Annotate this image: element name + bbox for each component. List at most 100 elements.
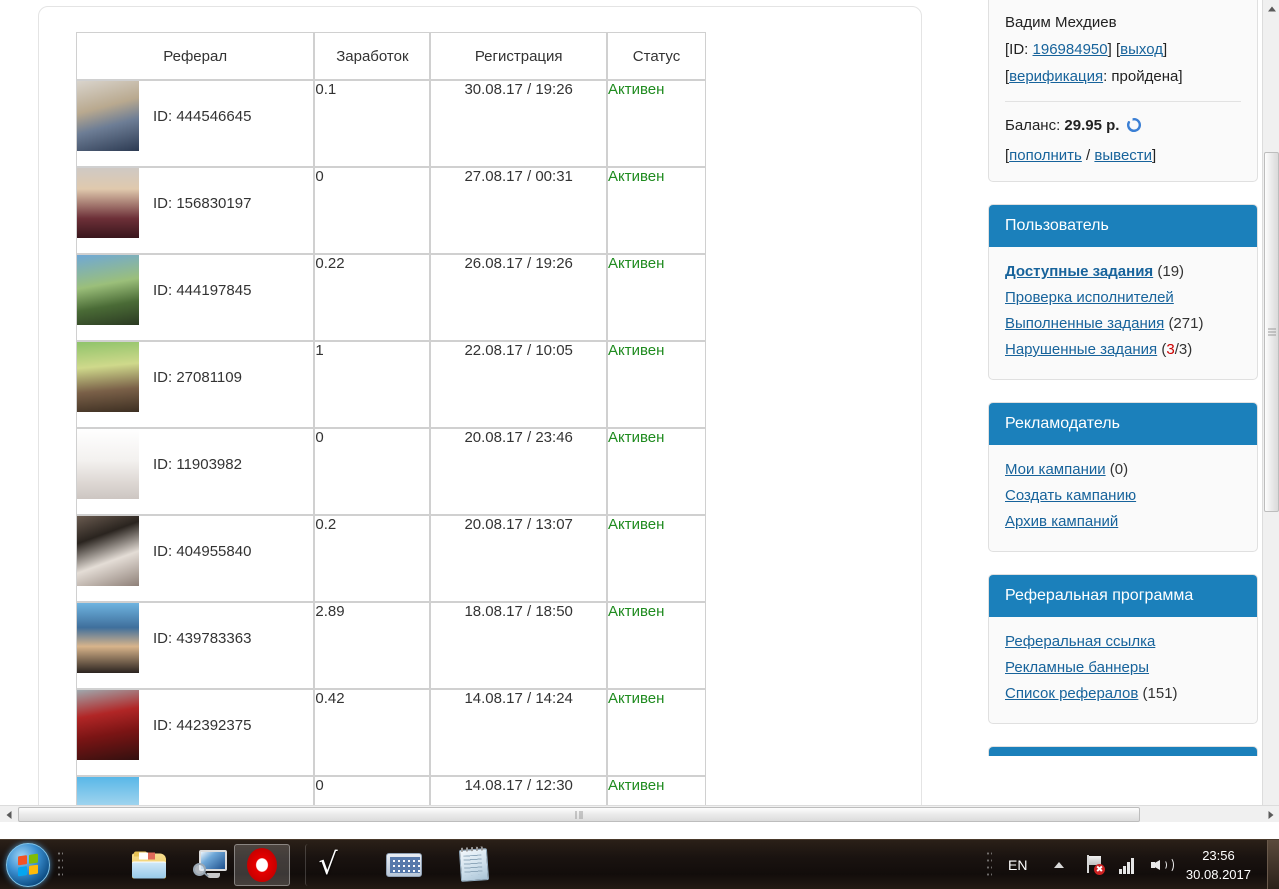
avatar [77,168,139,238]
table-row[interactable]: ID: 442392375 0.42 14.08.17 / 14:24 Активен [76,689,706,776]
horizontal-scrollbar-thumb[interactable] [18,807,1140,822]
panel-link-count: (271) [1168,315,1204,332]
clock[interactable]: 23:56 30.08.2017 [1186,846,1251,884]
page-horizontal-scrollbar[interactable] [0,805,1279,822]
panel-link[interactable]: Архив кампаний [1005,513,1119,530]
avatar [77,81,139,151]
referral-panel-items: Реферальная ссылка Рекламные баннеры Списо… [989,617,1257,723]
cell-registration: 26.08.17 / 19:26 [430,254,607,341]
referral-id: ID: 27081109 [153,368,242,386]
referral-id: ID: 404955840 [153,542,252,560]
cell-earnings: 0.42 [314,689,431,776]
panel-link-row: Рекламные баннеры [1005,655,1241,681]
panel-link-count: (3/3) [1161,341,1193,358]
table-row[interactable]: ID: 444546645 0.1 30.08.17 / 19:26 Активен [76,80,706,167]
panel-link-row: Нарушенные задания (3/3) [1005,337,1241,363]
balance-label: Баланс: [1005,117,1065,134]
column-header-registration[interactable]: Регистрация [430,32,607,80]
taskbar-explorer-button[interactable] [121,844,177,886]
scroll-right-arrow-icon[interactable] [1262,806,1279,822]
cell-referral[interactable]: ID: 11903982 [76,428,315,515]
table-row[interactable]: ID: 444197845 0.22 26.08.17 / 19:26 Активен [76,254,706,341]
panel-link[interactable]: Мои кампании [1005,461,1106,478]
panel-link[interactable]: Рекламные баннеры [1005,659,1150,676]
panel-link[interactable]: Нарушенные задания [1005,341,1158,358]
cell-referral[interactable]: ID: 444546645 [76,80,315,167]
deposit-close-bracket: ] [1152,147,1157,164]
tray-grip-handle[interactable] [986,850,992,880]
panel-link[interactable]: Создать кампанию [1005,487,1137,504]
cell-earnings: 1 [314,341,431,428]
language-indicator[interactable]: EN [1008,857,1028,873]
verification-link[interactable]: верификация [1009,68,1104,85]
cell-status: Активен [607,602,706,689]
taskbar-radical-button[interactable]: √ [305,844,361,886]
cell-registration: 20.08.17 / 23:46 [430,428,607,515]
cell-referral[interactable]: ID: 27081109 [76,341,315,428]
taskbar-notepad-button[interactable] [446,844,502,886]
verification-status: : пройдена] [1103,68,1183,85]
cell-referral[interactable]: ID: 442392375 [76,689,315,776]
advertiser-panel-title: Рекламодатель [989,403,1257,445]
table-row[interactable]: ID: 439783363 2.89 18.08.17 / 18:50 Активен [76,602,706,689]
panel-link[interactable]: Доступные задания [1005,263,1154,280]
deposit-link[interactable]: пополнить [1009,147,1082,164]
panel-link-row: Выполненные задания (271) [1005,311,1241,337]
table-row[interactable]: ID: 404955840 0.2 20.08.17 / 13:07 Активен [76,515,706,602]
taskbar-opera-button[interactable] [234,844,290,886]
panel-link[interactable]: Список рефералов [1005,685,1139,702]
cell-earnings: 0.22 [314,254,431,341]
account-id-prefix: [ID: [1005,41,1033,58]
start-button[interactable] [6,843,50,887]
cell-referral[interactable]: ID: 156830197 [76,167,315,254]
referral-panel-title: Реферальная программа [989,575,1257,617]
scroll-left-arrow-icon[interactable] [0,806,17,822]
taskbar-computer-button[interactable] [182,844,238,886]
cell-registration: 27.08.17 / 00:31 [430,167,607,254]
network-icon[interactable]: ✖ [1086,855,1106,875]
account-id-link[interactable]: 196984950 [1032,41,1108,58]
show-hidden-icons-chevron-icon[interactable] [1054,862,1064,868]
actions-separator: / [1081,147,1095,164]
table-row[interactable]: ID: 27081109 1 22.08.17 / 10:05 Активен [76,341,706,428]
account-panel: Вадим Мехдиев [ID: 196984950] [выход] [в… [988,0,1258,182]
page-vertical-scrollbar[interactable] [1262,0,1279,822]
logout-link[interactable]: выход [1120,41,1163,58]
table-row[interactable]: ID: 11903982 0 20.08.17 / 23:46 Активен [76,428,706,515]
cell-referral[interactable]: ID: 439783363 [76,602,315,689]
withdraw-link[interactable]: вывести [1094,147,1153,164]
column-header-earnings[interactable]: Заработок [314,32,431,80]
table-row[interactable]: ID: 156830197 0 27.08.17 / 00:31 Активен [76,167,706,254]
panel-link-row: Создать кампанию [1005,483,1241,509]
refresh-balance-icon[interactable] [1126,115,1142,142]
column-header-referral[interactable]: Реферал [76,32,315,80]
signal-bars-icon[interactable] [1119,856,1139,874]
referral-id: ID: 156830197 [153,194,252,212]
logout-open-bracket: [ [1115,41,1121,58]
scroll-up-arrow-icon[interactable] [1263,0,1279,17]
computer-icon [193,850,227,880]
cell-referral[interactable]: ID: 444197845 [76,254,315,341]
cell-registration: 18.08.17 / 18:50 [430,602,607,689]
show-desktop-button[interactable] [1267,840,1279,889]
volume-icon[interactable] [1151,855,1175,875]
taskbar-grip-handle[interactable] [57,850,63,880]
vertical-scrollbar-thumb[interactable] [1264,152,1279,512]
taskbar-keyboard-button[interactable] [376,844,432,886]
account-divider [1005,101,1241,102]
cell-registration: 20.08.17 / 13:07 [430,515,607,602]
referral-id: ID: 439783363 [153,629,252,647]
table-header-row: Реферал Заработок Регистрация Статус [76,32,706,80]
panel-link[interactable]: Выполненные задания [1005,315,1165,332]
cell-registration: 30.08.17 / 19:26 [430,80,607,167]
cell-referral[interactable]: ID: 404955840 [76,515,315,602]
system-tray: EN ✖ 23:56 30.08.2017 [986,840,1279,889]
browser-viewport: Реферал Заработок Регистрация Статус ID:… [0,0,1279,822]
account-name: Вадим Мехдиев [1005,14,1117,31]
panel-link-row: Мои кампании (0) [1005,457,1241,483]
cell-status: Активен [607,689,706,776]
cell-registration: 14.08.17 / 14:24 [430,689,607,776]
column-header-status[interactable]: Статус [607,32,706,80]
panel-link[interactable]: Реферальная ссылка [1005,633,1156,650]
panel-link[interactable]: Проверка исполнителей [1005,289,1174,306]
